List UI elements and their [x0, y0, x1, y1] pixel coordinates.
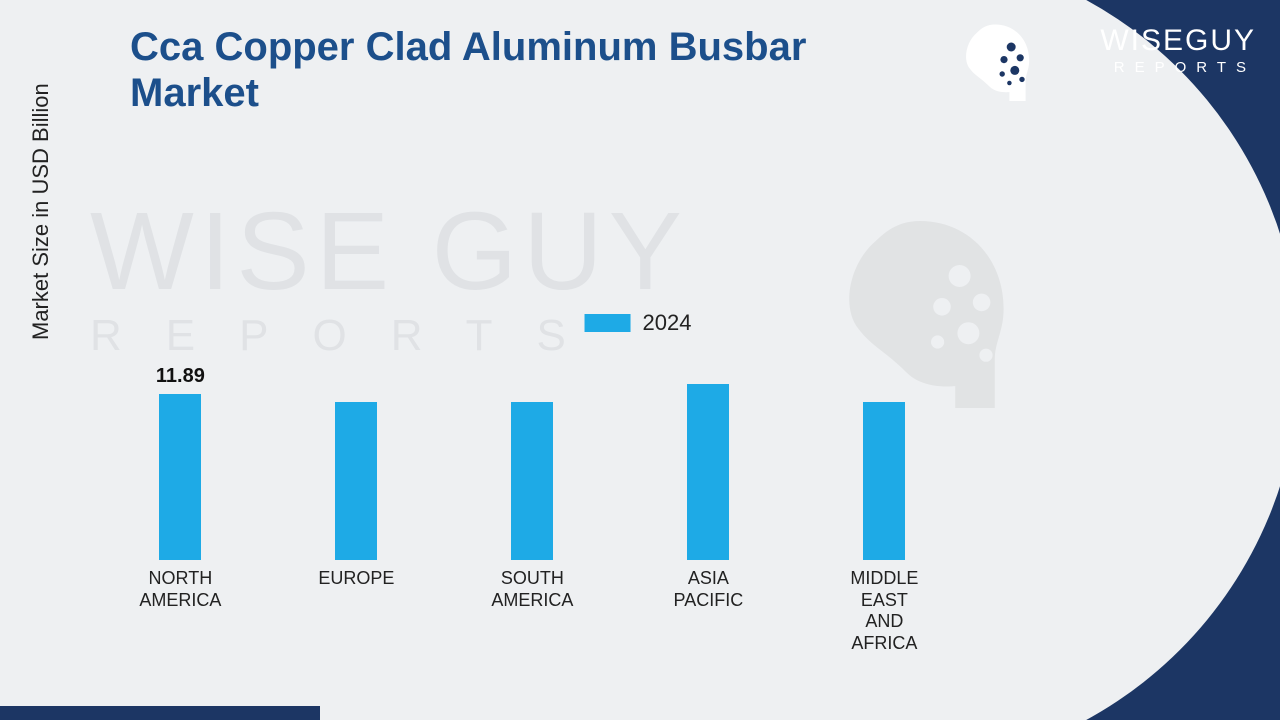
bar: [863, 402, 905, 560]
brand-head-icon: [950, 20, 1040, 110]
brand-logo: WISEGUY REPORTS: [1100, 26, 1256, 75]
bar: 11.89: [159, 394, 201, 560]
category-label: NORTH AMERICA: [139, 568, 221, 611]
bottom-accent-bar: [0, 706, 320, 720]
category-label: ASIA PACIFIC: [674, 568, 744, 611]
plot-area: 11.89NORTH AMERICAEUROPESOUTH AMERICAASI…: [110, 140, 990, 560]
chart-canvas: WISE GUY REPORTS WISEGUY REPORTS Cca Cop…: [0, 0, 1280, 720]
category-label: SOUTH AMERICA: [491, 568, 573, 611]
brand-line2: REPORTS: [1100, 60, 1256, 75]
bar: [687, 384, 729, 560]
brand-line1: WISEGUY: [1100, 26, 1256, 56]
chart-title: Cca Copper Clad Aluminum Busbar Market: [130, 24, 890, 116]
bar-value-label: 11.89: [156, 365, 205, 388]
bar: [511, 402, 553, 560]
chart-area: 2024 11.89NORTH AMERICAEUROPESOUTH AMERI…: [110, 140, 990, 560]
bar: [335, 402, 377, 560]
category-label: MIDDLE EAST AND AFRICA: [850, 568, 918, 654]
y-axis-label: Market Size in USD Billion: [28, 83, 54, 340]
category-label: EUROPE: [318, 568, 394, 590]
